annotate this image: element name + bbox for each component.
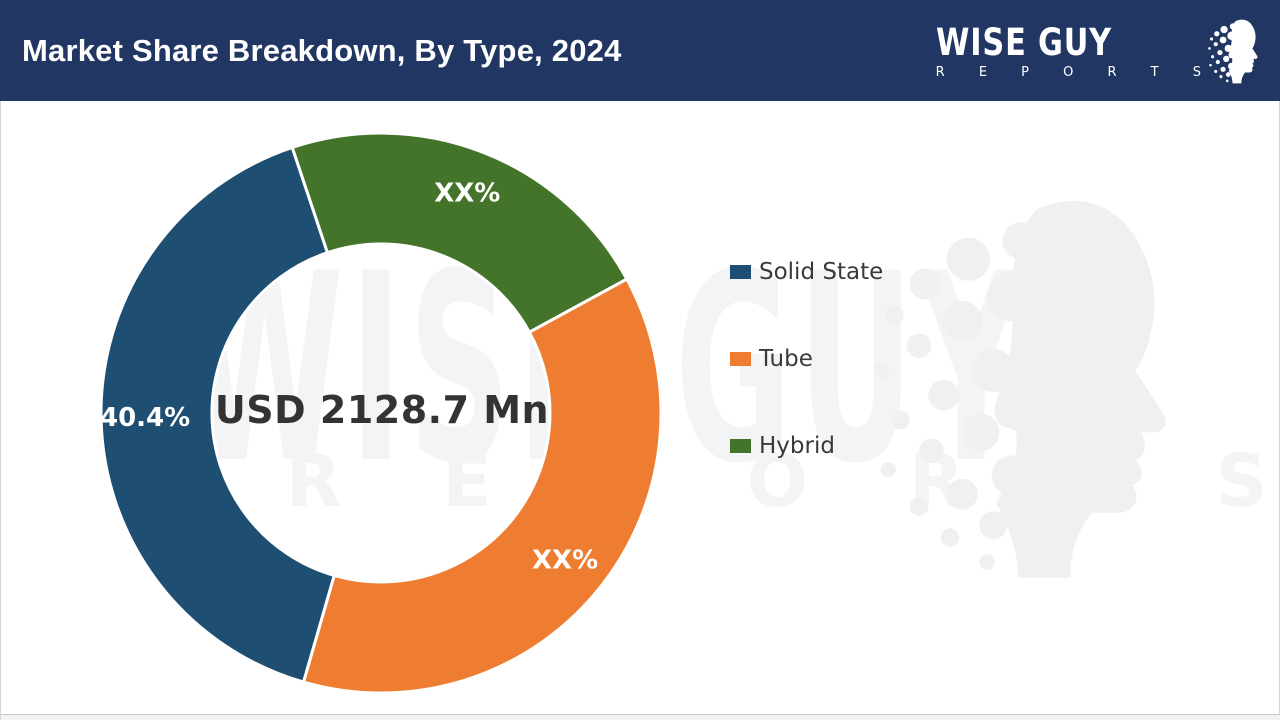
slice-label-tube: XX%	[532, 546, 598, 576]
donut-segment-tube	[302, 277, 663, 695]
donut-chart: XX% XX% 40.4%	[99, 131, 663, 695]
logo-reports-text: R E P O R T S	[935, 65, 1216, 80]
chart-canvas: WISE GUY R E P O R T S XX% XX% 40.4% USD 2…	[0, 101, 1280, 720]
donut-segment-hybrid	[290, 131, 629, 334]
legend-swatch-icon	[730, 265, 751, 279]
slice-label-solid-state: 40.4%	[100, 403, 190, 433]
logo-text: WISE GUY R E P O R T S	[936, 24, 1216, 79]
logo-brand-text: WISE GUY	[935, 21, 1112, 64]
header-bar: Market Share Breakdown, By Type, 2024 WI…	[0, 0, 1280, 101]
legend-label: Tube	[759, 345, 813, 372]
legend-swatch-icon	[730, 352, 751, 366]
watermark-face-icon	[874, 200, 1166, 578]
legend-label: Hybrid	[759, 432, 835, 459]
legend-item-solid-state: Solid State	[730, 258, 883, 286]
donut-segment-solid-state	[99, 146, 336, 684]
chart-legend: Solid State Tube Hybrid	[730, 258, 883, 460]
donut-center-value: USD 2128.7 Mn	[214, 388, 550, 432]
legend-item-hybrid: Hybrid	[730, 432, 883, 460]
slice-label-hybrid: XX%	[434, 178, 500, 208]
legend-swatch-icon	[730, 439, 751, 453]
logo-face-icon	[1208, 19, 1258, 83]
legend-item-tube: Tube	[730, 345, 883, 373]
report-title: Market Share Breakdown, By Type, 2024	[22, 32, 622, 68]
bottom-strip	[1, 714, 1280, 720]
legend-label: Solid State	[759, 258, 884, 285]
wiseguy-logo: WISE GUY R E P O R T S	[936, 17, 1262, 85]
